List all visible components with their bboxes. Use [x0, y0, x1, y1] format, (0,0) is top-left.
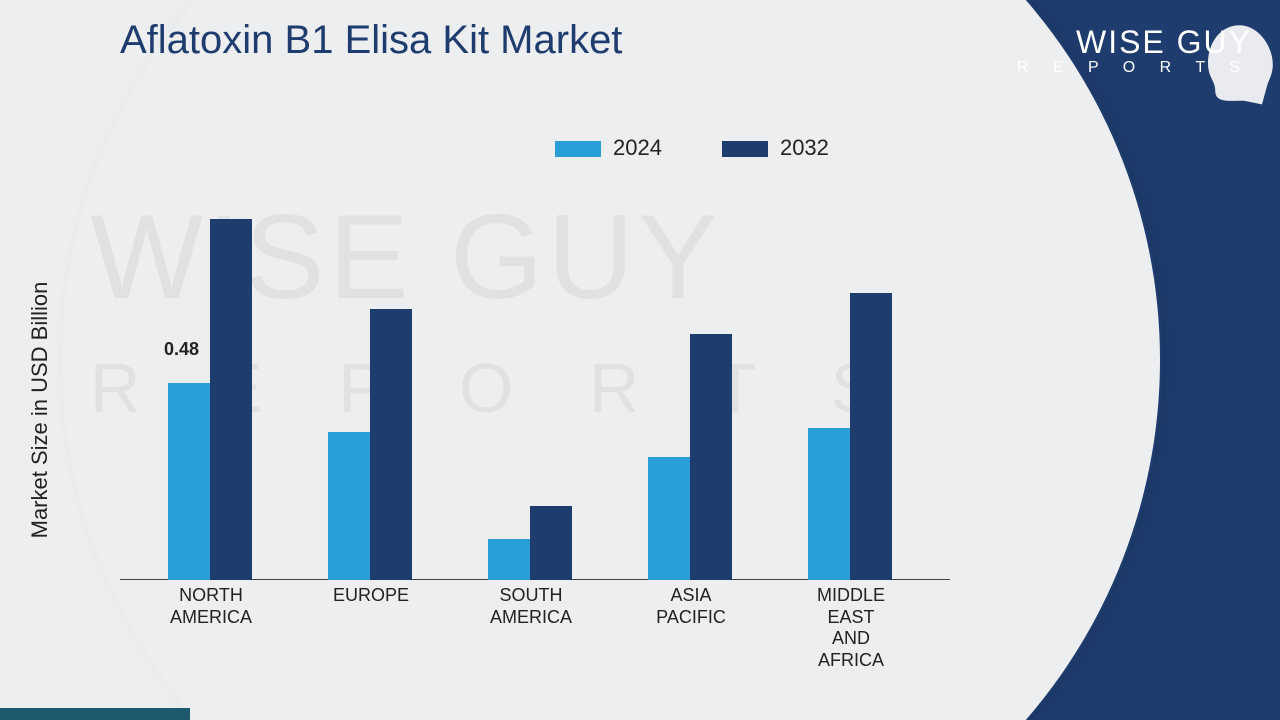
bar-2024	[488, 539, 530, 580]
bar-2024	[808, 428, 850, 580]
bar-2032	[210, 219, 252, 580]
plot-area: 0.48	[120, 170, 950, 580]
chart-area: Market Size in USD Billion 0.48 NORTH AM…	[50, 140, 960, 680]
bar-2032	[690, 334, 732, 580]
brand-logo: WISE GUY R E P O R T S	[1017, 24, 1252, 77]
x-tick-label: EUROPE	[301, 585, 441, 607]
bar-value-label: 0.48	[164, 339, 199, 360]
logo-line2: R E P O R T S	[1017, 59, 1252, 77]
bar-2032	[530, 506, 572, 580]
x-tick-label: MIDDLE EAST AND AFRICA	[781, 585, 921, 671]
bar-2032	[370, 309, 412, 580]
bar-2024	[328, 432, 370, 580]
bar-2024	[648, 457, 690, 580]
bar-2024	[168, 383, 210, 580]
bar-2032	[850, 293, 892, 580]
x-tick-label: NORTH AMERICA	[141, 585, 281, 628]
x-tick-label: SOUTH AMERICA	[461, 585, 601, 628]
x-tick-label: ASIA PACIFIC	[621, 585, 761, 628]
bottom-accent-bar	[0, 708, 190, 720]
chart-title: Aflatoxin B1 Elisa Kit Market	[120, 18, 622, 63]
logo-line1: WISE GUY	[1017, 24, 1252, 61]
